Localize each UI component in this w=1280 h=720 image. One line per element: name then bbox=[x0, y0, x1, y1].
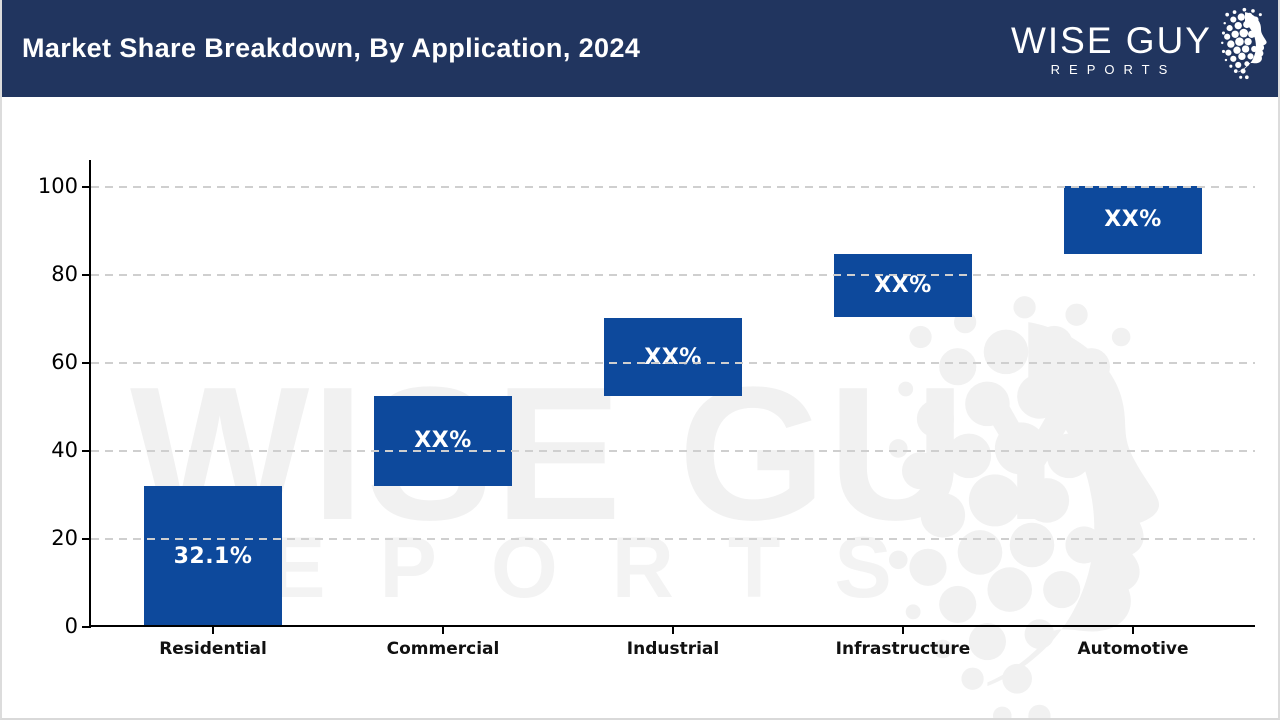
header: Market Share Breakdown, By Application, … bbox=[2, 0, 1278, 97]
y-tick-mark bbox=[82, 362, 89, 364]
x-tick-label: Infrastructure bbox=[835, 639, 971, 659]
bar-value-label: XX% bbox=[414, 428, 472, 454]
y-tick-mark bbox=[82, 186, 89, 188]
y-tick-label: 100 bbox=[37, 174, 78, 198]
bar-infrastructure: XX% bbox=[834, 254, 972, 318]
y-tick-mark bbox=[82, 626, 89, 628]
x-tick-label: Commercial bbox=[386, 639, 500, 659]
y-tick-label: 20 bbox=[51, 526, 78, 550]
y-tick-label: 0 bbox=[64, 614, 78, 638]
x-tick-mark bbox=[902, 627, 904, 634]
y-tick-label: 60 bbox=[51, 350, 78, 374]
gridline bbox=[91, 274, 1255, 276]
bar-commercial: XX% bbox=[374, 396, 512, 486]
bar-value-label: XX% bbox=[874, 273, 932, 299]
chart-title: Market Share Breakdown, By Application, … bbox=[22, 33, 641, 63]
plot-area: WISE GUY REPORTS 0 20 40 60 80 100 32.1% Reside… bbox=[2, 97, 1278, 720]
bar-automotive: XX% bbox=[1064, 185, 1202, 254]
y-tick-label: 80 bbox=[51, 262, 78, 286]
gridline bbox=[91, 538, 1255, 540]
x-tick-label: Automotive bbox=[1077, 639, 1189, 659]
bar-residential: 32.1% bbox=[144, 485, 282, 627]
bar-value-label: 32.1% bbox=[173, 543, 253, 569]
x-tick-mark bbox=[672, 627, 674, 634]
bar-industrial: XX% bbox=[604, 318, 742, 396]
x-tick-label: Residential bbox=[159, 639, 267, 659]
bar-value-label: XX% bbox=[644, 344, 702, 370]
logo-face-icon bbox=[1198, 6, 1276, 92]
y-tick-mark bbox=[82, 538, 89, 540]
gridline bbox=[91, 450, 1255, 452]
y-tick-label: 40 bbox=[51, 438, 78, 462]
logo-wordmark: WISE GUY bbox=[1010, 19, 1212, 61]
logo-text: WISE GUY REPORTS bbox=[1011, 22, 1212, 76]
y-axis-spine bbox=[89, 160, 91, 628]
gridline bbox=[91, 186, 1255, 188]
logo-subtitle: REPORTS bbox=[1050, 61, 1177, 77]
bar-value-label: XX% bbox=[1104, 207, 1162, 233]
x-tick-mark bbox=[212, 627, 214, 634]
x-tick-mark bbox=[1132, 627, 1134, 634]
x-tick-mark bbox=[442, 627, 444, 634]
x-axis-spine bbox=[89, 625, 1255, 627]
x-tick-label: Industrial bbox=[626, 639, 720, 659]
y-tick-mark bbox=[82, 274, 89, 276]
y-tick-mark bbox=[82, 450, 89, 452]
gridline bbox=[91, 362, 1255, 364]
wiseguy-logo: WISE GUY REPORTS bbox=[1011, 6, 1276, 92]
